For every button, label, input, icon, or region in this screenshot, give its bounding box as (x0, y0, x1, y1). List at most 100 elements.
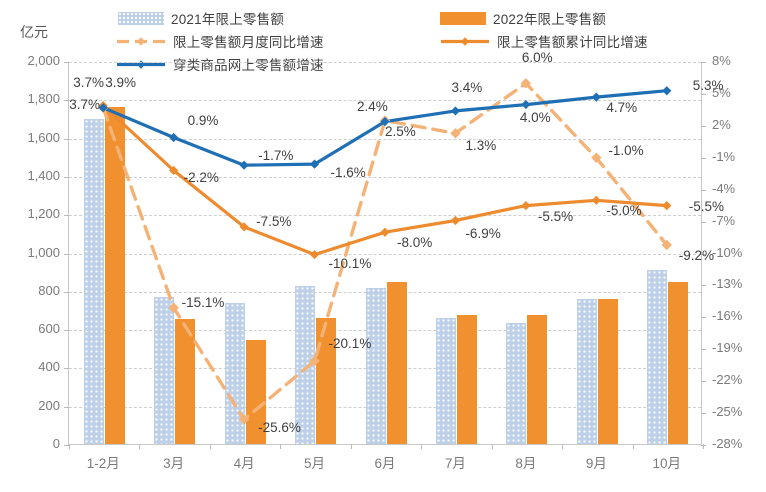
x-axis-category-label: 3月 (163, 456, 185, 471)
bar-2022[interactable] (597, 299, 618, 444)
gridline (69, 138, 701, 140)
data-point-label: -1.6% (330, 165, 366, 181)
secondary-y-axis-tick (701, 413, 706, 415)
legend-label-line-cumulative: 限上零售额累计同比增速 (497, 35, 648, 50)
data-point-label: 2.5% (385, 123, 416, 139)
x-axis-tick (421, 444, 423, 449)
y-axis-tick-label: 1,800 (27, 91, 60, 107)
data-point-label: -5.0% (606, 203, 642, 219)
y-axis-tick-label: 200 (38, 397, 60, 413)
bar-2021[interactable] (365, 287, 386, 444)
data-point-label: 3.7% (69, 96, 100, 112)
secondary-y-axis-tick-label: 2% (712, 116, 731, 132)
y-axis-tick (64, 253, 69, 255)
legend-item-bar-2021[interactable]: 2021年限上零售额 (118, 8, 284, 28)
bar-2021[interactable] (576, 299, 597, 444)
data-point-label: 4.0% (519, 109, 551, 125)
y-axis-tick-label: 2,000 (27, 53, 60, 68)
data-point-label: -2.2% (183, 169, 219, 185)
secondary-y-axis-tick (701, 189, 706, 191)
x-axis-tick (350, 444, 352, 449)
bar-2022[interactable] (386, 282, 407, 444)
x-axis-category-label: 6月 (374, 456, 396, 471)
secondary-y-axis-tick-label: -28% (712, 436, 743, 451)
legend-item-bar-2022[interactable]: 2022年限上零售额 (440, 8, 606, 28)
x-axis-category-label: 7月 (444, 456, 466, 471)
bar-2022[interactable] (104, 106, 125, 444)
bar-2022[interactable] (175, 318, 196, 444)
bar-2022[interactable] (527, 314, 548, 444)
legend-swatch-line-online (116, 58, 166, 71)
legend-label-line-online: 穿类商品网上零售额增速 (173, 58, 324, 73)
data-point-label: -9.2% (678, 247, 715, 263)
legend-swatch-line-monthly (116, 35, 166, 48)
y-axis-tick (64, 406, 69, 408)
secondary-y-axis-tick (701, 317, 706, 319)
y-axis-tick-label: 400 (38, 359, 60, 375)
plot-area (64, 62, 706, 449)
bar-2022[interactable] (668, 282, 689, 444)
y-axis-tick (64, 215, 69, 217)
x-axis-tick (69, 444, 70, 449)
gridline (69, 253, 701, 255)
y-axis-tick-label: 600 (38, 321, 60, 337)
legend-label-bar-2021: 2021年限上零售额 (171, 12, 285, 27)
y-axis-tick-label: 1,600 (27, 129, 60, 145)
secondary-y-axis-tick (701, 157, 706, 159)
data-point-label: -1.7% (258, 148, 294, 164)
data-point-label: 4.7% (606, 100, 638, 116)
legend-item-line-monthly[interactable]: 限上零售额月度同比增速 (116, 31, 324, 51)
y-axis-tick-label: 1,000 (27, 244, 60, 260)
data-point-label: 0.9% (187, 112, 219, 128)
data-point-label: 3.7% (73, 74, 104, 90)
y-axis-unit-label: 亿元 (20, 24, 48, 40)
x-axis-tick (209, 444, 211, 449)
legend-label-line-monthly: 限上零售额月度同比增速 (173, 35, 324, 50)
bar-2022[interactable] (456, 314, 477, 444)
data-point-label: -20.1% (328, 335, 372, 351)
y-axis-tick-label: 1,200 (27, 206, 60, 222)
legend-item-line-cumulative[interactable]: 限上零售额累计同比增速 (440, 31, 648, 51)
data-point-label: -8.0% (397, 235, 433, 251)
bar-2021[interactable] (647, 269, 668, 444)
bar-2021[interactable] (506, 323, 527, 444)
x-axis-category-label: 10月 (652, 456, 682, 471)
data-point-label: -10.1% (328, 255, 372, 271)
y-axis-tick (64, 445, 69, 446)
secondary-y-axis-tick-label: -19% (712, 340, 743, 356)
y-axis-tick (64, 62, 69, 63)
x-axis-category-label: 5月 (304, 456, 326, 471)
x-axis-category-label: 1-2月 (86, 456, 120, 471)
secondary-y-axis-tick-label: -7% (712, 212, 736, 228)
data-point-label: -5.5% (537, 208, 574, 224)
chart-legend: 2021年限上零售额 2022年限上零售额 限上零售额月度同比增速 限上零 (0, 6, 766, 74)
gridline (69, 62, 701, 63)
y-axis-tick (64, 368, 69, 370)
x-axis-category-label: 4月 (233, 456, 255, 471)
secondary-y-axis-tick (701, 381, 706, 383)
y-axis-tick (64, 138, 69, 140)
data-point-label: -6.9% (465, 225, 501, 241)
secondary-y-axis-tick (701, 285, 706, 287)
data-point-label: 3.9% (105, 74, 136, 90)
data-point-label: 6.0% (521, 50, 553, 66)
secondary-y-axis-tick-label: -1% (712, 148, 736, 164)
data-point-label: -1.0% (608, 142, 644, 158)
data-point-label: -25.6% (258, 420, 301, 436)
x-axis-tick (562, 444, 564, 449)
secondary-y-axis-tick-label: -25% (712, 404, 743, 420)
bar-2021[interactable] (224, 303, 245, 444)
secondary-y-axis-tick (701, 349, 706, 351)
x-axis-tick (632, 444, 634, 449)
secondary-y-axis-tick (701, 221, 706, 223)
y-axis-tick (64, 176, 69, 178)
secondary-y-axis-tick-label: -13% (712, 276, 743, 292)
legend-item-line-online[interactable]: 穿类商品网上零售额增速 (116, 54, 324, 74)
bar-2021[interactable] (83, 119, 104, 444)
secondary-y-axis-tick (701, 125, 706, 127)
bar-2021[interactable] (154, 296, 175, 444)
bar-2021[interactable] (435, 317, 456, 444)
data-point-label: 5.3% (692, 77, 724, 93)
y-axis-tick-label: 1,400 (27, 167, 60, 183)
x-axis-category-label: 9月 (585, 456, 607, 471)
